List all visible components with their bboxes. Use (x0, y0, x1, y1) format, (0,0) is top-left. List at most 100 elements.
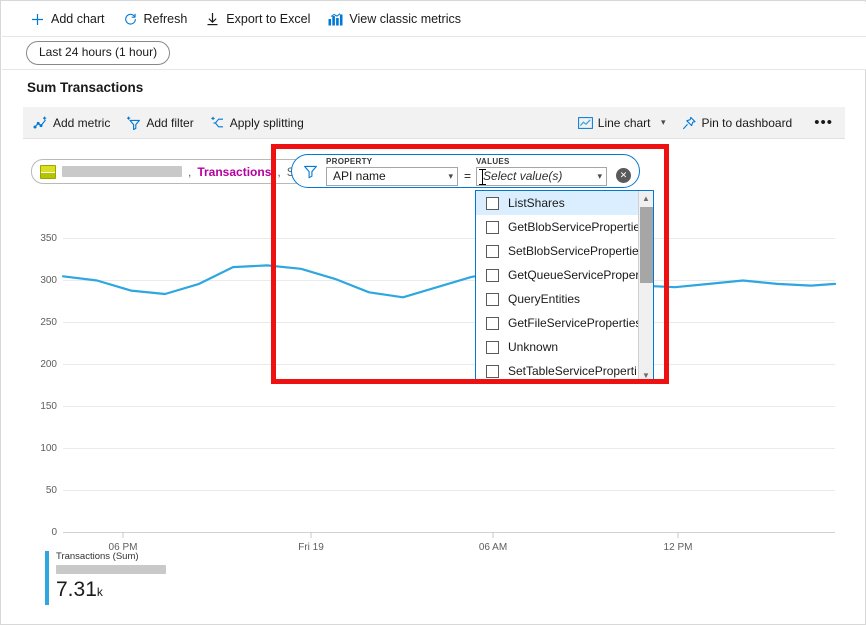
chart-type-selector[interactable]: Line chart ▾ (577, 115, 666, 130)
svg-text:100: 100 (40, 443, 57, 454)
svg-text:0: 0 (51, 527, 57, 538)
page-title: Sum Transactions (27, 80, 144, 95)
view-classic-metrics-label: View classic metrics (349, 12, 461, 26)
scroll-down-icon[interactable]: ▼ (642, 371, 650, 380)
text-cursor-cap-bottom (479, 183, 487, 185)
checkbox[interactable] (486, 316, 499, 330)
list-item[interactable]: ListShares (476, 191, 639, 215)
checkbox[interactable] (486, 244, 499, 258)
export-to-excel-label: Export to Excel (226, 12, 311, 26)
chip-separator-2: , (277, 164, 281, 179)
list-item[interactable]: SetBlobServiceProperties (476, 239, 645, 263)
apply-splitting-icon (210, 115, 225, 130)
svg-text:12 PM: 12 PM (664, 542, 693, 553)
scroll-up-icon[interactable]: ▲ (642, 194, 650, 203)
add-chart-button[interactable]: Add chart (30, 12, 105, 27)
filter-values-placeholder: Select value(s) (483, 169, 563, 183)
list-item-label: SetBlobServiceProperties (508, 244, 645, 258)
legend-value-unit: k (96, 585, 103, 599)
legend-value: 7.31k (56, 577, 166, 605)
chart-type-label: Line chart (597, 115, 651, 130)
chevron-down-icon: ▾ (660, 117, 666, 127)
more-options-button[interactable]: ••• (814, 113, 833, 131)
checkbox[interactable] (486, 292, 499, 306)
add-metric-button[interactable]: Add metric (33, 115, 110, 130)
apply-splitting-label: Apply splitting (229, 115, 304, 130)
filter-property-select[interactable]: API name ▾ (326, 166, 458, 186)
checkbox[interactable] (486, 220, 499, 234)
list-item[interactable]: GetFileServiceProperties (476, 311, 642, 335)
legend-series-name: Transactions (Sum) (56, 551, 139, 562)
remove-filter-icon[interactable]: ✕ (616, 168, 632, 183)
refresh-label: Refresh (143, 12, 188, 26)
scrollbar-thumb[interactable] (640, 207, 653, 283)
svg-text:250: 250 (40, 317, 57, 328)
chevron-down-icon: ▾ (448, 170, 453, 181)
pin-to-dashboard-button[interactable]: Pin to dashboard (682, 115, 793, 130)
time-range-row: Last 24 hours (1 hour) (2, 37, 866, 70)
list-item-label: GetFileServiceProperties (508, 316, 642, 330)
legend-text: Transactions (Sum) 7.31k (56, 551, 166, 605)
svg-text:200: 200 (40, 359, 57, 370)
checkbox[interactable] (486, 364, 499, 378)
chevron-down-icon: ▾ (597, 170, 603, 181)
list-item-label: GetQueueServiceProper... (508, 268, 649, 282)
list-item[interactable]: SetTableServiceProperti (476, 359, 639, 383)
svg-text:150: 150 (40, 401, 57, 412)
list-item[interactable]: Unknown (476, 335, 639, 359)
refresh-icon (123, 12, 138, 27)
list-item[interactable]: QueryEntities (476, 287, 639, 311)
filter-values-input[interactable]: Select value(s) ▾ (476, 166, 608, 186)
svg-text:Fri 19: Fri 19 (298, 542, 324, 553)
svg-text:50: 50 (46, 485, 58, 496)
add-metric-icon (33, 115, 48, 130)
dropdown-scrollbar[interactable]: ▲ ▼ (638, 191, 653, 383)
list-item-label: SetTableServiceProperti (508, 364, 637, 378)
pin-icon (682, 115, 697, 130)
series-line-transactions (61, 264, 837, 299)
filter-values-list: ListShares GetBlobServiceProperties SetB… (476, 191, 649, 383)
svg-text:300: 300 (40, 275, 57, 286)
list-item-label: GetBlobServiceProperties (508, 220, 647, 234)
time-range-picker[interactable]: Last 24 hours (1 hour) (26, 41, 171, 65)
chip-separator-1: , (188, 164, 192, 179)
bar-chart-icon (328, 12, 343, 27)
chart-plot: 350 300 250 200 150 100 50 0 06 PM Fri 1… (40, 233, 837, 553)
list-item[interactable]: GetQueueServiceProper... (476, 263, 649, 287)
list-item-label: Unknown (508, 340, 559, 354)
filter-values-dropdown: ListShares GetBlobServiceProperties SetB… (475, 190, 654, 384)
add-filter-icon (126, 115, 141, 130)
pin-to-dashboard-label: Pin to dashboard (701, 115, 793, 130)
command-bar: Add chart Refresh Export to Excel View c… (2, 2, 866, 37)
add-chart-label: Add chart (51, 12, 105, 26)
view-classic-metrics-button[interactable]: View classic metrics (328, 12, 461, 27)
checkbox[interactable] (486, 196, 499, 210)
add-filter-button[interactable]: Add filter (126, 115, 194, 130)
list-item-label: QueryEntities (508, 292, 581, 306)
legend-value-number: 7.31 (56, 578, 97, 601)
filter-property-field: PROPERTY API name ▾ (326, 157, 458, 186)
filter-editor: PROPERTY API name ▾ = VALUES Select valu… (291, 154, 641, 188)
list-item[interactable]: GetBlobServiceProperties (476, 215, 646, 239)
svg-text:06 PM: 06 PM (109, 542, 138, 553)
filter-operator: = (464, 168, 472, 183)
text-cursor-cap-top (479, 168, 487, 170)
text-cursor (482, 169, 484, 184)
download-icon (205, 12, 220, 27)
export-to-excel-button[interactable]: Export to Excel (205, 12, 310, 27)
add-filter-label: Add filter (146, 115, 194, 130)
svg-text:06 AM: 06 AM (479, 542, 507, 553)
apply-splitting-button[interactable]: Apply splitting (210, 115, 304, 130)
chart-legend: Transactions (Sum) 7.31k (45, 551, 166, 605)
filter-values-label: VALUES (476, 156, 510, 166)
add-metric-label: Add metric (53, 115, 111, 130)
refresh-button[interactable]: Refresh (123, 12, 188, 27)
resource-name-redacted (62, 166, 182, 177)
filter-property-value: API name (333, 169, 386, 183)
storage-account-icon (40, 164, 56, 179)
filter-values-field: VALUES Select value(s) ▾ (476, 156, 608, 186)
filter-icon (302, 163, 318, 179)
checkbox[interactable] (486, 268, 499, 282)
checkbox[interactable] (486, 340, 499, 354)
